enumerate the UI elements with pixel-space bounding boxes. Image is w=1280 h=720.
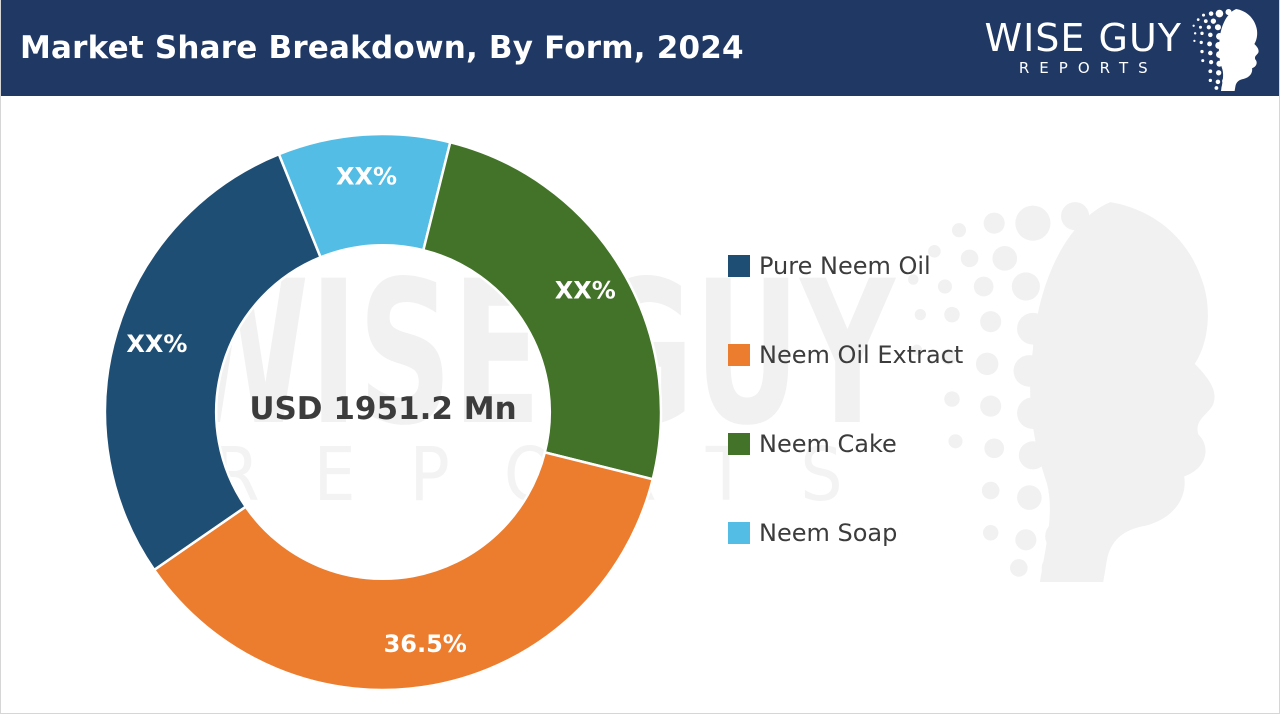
legend-label: Neem Cake [759,430,897,458]
segment-value-label: XX% [126,330,187,358]
logo-wordmark: WISE GUY [984,15,1182,60]
legend-item-neem-soap: Neem Soap [728,519,963,547]
segment-value-label: XX% [555,276,616,304]
legend-item-neem-cake: Neem Cake [728,430,963,458]
segment-value-label: XX% [336,163,397,191]
wise-guy-reports-logo: WISE GUY REPORTS [985,4,1262,92]
legend-item-pure-neem-oil: Pure Neem Oil [728,252,963,280]
legend-swatch-neem-cake [728,433,750,455]
legend-swatch-neem-soap [728,522,750,544]
donut-segment-neem-cake [421,140,663,481]
logo-text: WISE GUY REPORTS [984,15,1182,78]
legend-label: Neem Oil Extract [759,341,964,369]
donut-segment-neem-oil-extract [152,450,655,692]
chart-legend: Pure Neem Oil Neem Oil Extract Neem Cake… [728,252,964,610]
chart-center-value: USD 1951.2 Mn [249,391,517,427]
legend-swatch-pure-neem-oil [728,255,750,277]
page-title: Market Share Breakdown, By Form, 2024 [20,30,744,66]
legend-label: Pure Neem Oil [759,252,931,280]
legend-swatch-neem-oil-extract [728,344,750,366]
legend-label: Neem Soap [759,519,898,547]
donut-segment-pure-neem-oil [103,152,323,572]
legend-item-neem-oil-extract: Neem Oil Extract [728,341,964,369]
segment-value-label: 36.5% [384,630,467,658]
logo-subtitle: REPORTS [1018,59,1158,78]
header-bar: Market Share Breakdown, By Form, 2024 WI… [0,0,1280,96]
dotted-head-profile-icon [1192,8,1259,91]
